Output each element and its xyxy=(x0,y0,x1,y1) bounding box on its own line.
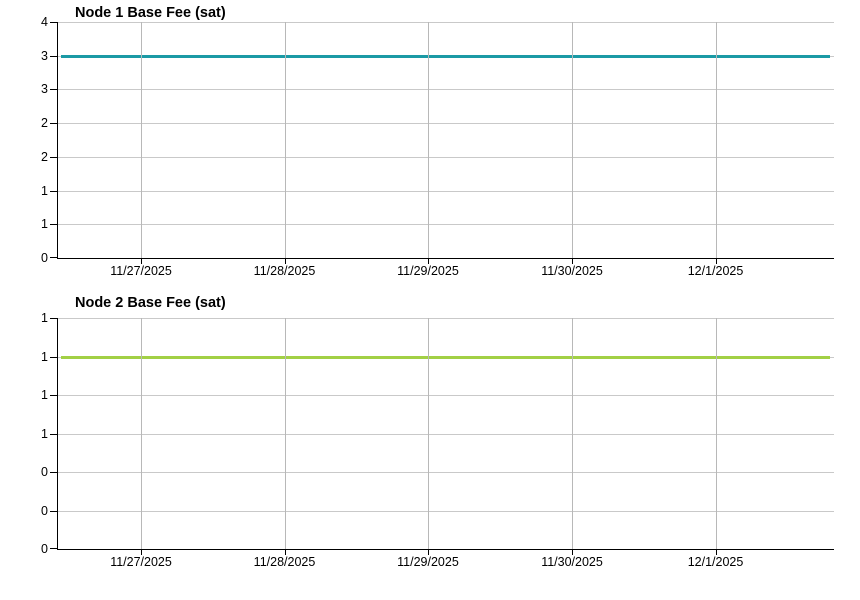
x-tick-mark xyxy=(715,549,717,555)
y-gridline xyxy=(58,157,834,158)
y-tick-label: 0 xyxy=(41,504,48,518)
chart-title: Node 1 Base Fee (sat) xyxy=(75,5,226,21)
y-tick-mark xyxy=(50,123,58,124)
x-tick-mark xyxy=(572,258,574,264)
y-tick-mark xyxy=(50,511,58,512)
x-gridline xyxy=(427,318,429,549)
x-tick-label: 11/29/2025 xyxy=(397,555,459,569)
x-tick-mark xyxy=(141,549,143,555)
x-gridline xyxy=(572,22,574,258)
x-gridline xyxy=(427,22,429,258)
y-tick-mark xyxy=(50,224,58,225)
y-tick-label: 1 xyxy=(41,311,48,325)
x-gridline xyxy=(715,318,717,549)
y-tick-mark xyxy=(50,318,58,319)
x-tick-label: 11/30/2025 xyxy=(541,264,603,278)
y-gridline xyxy=(58,123,834,124)
x-tick-label: 11/27/2025 xyxy=(110,264,172,278)
y-gridline xyxy=(58,191,834,192)
series-line xyxy=(61,55,830,58)
series-line xyxy=(61,356,830,359)
x-gridline xyxy=(284,318,286,549)
y-tick-mark xyxy=(50,22,58,23)
y-gridline xyxy=(58,395,834,396)
x-tick-label: 11/27/2025 xyxy=(110,555,172,569)
y-gridline xyxy=(58,22,834,23)
y-tick-label: 0 xyxy=(41,251,48,265)
plot-area: 1 1 1 1 0 0 0 11/27/2025 11/28/2025 11/29/2025 11/… xyxy=(41,311,834,569)
x-tick-mark xyxy=(141,258,143,264)
y-tick-label: 4 xyxy=(41,15,48,29)
y-tick-mark xyxy=(50,89,58,90)
y-gridline xyxy=(58,434,834,435)
x-tick-mark xyxy=(427,258,429,264)
y-tick-label: 0 xyxy=(41,465,48,479)
y-tick-label: 2 xyxy=(41,116,48,130)
y-tick-mark xyxy=(50,257,58,258)
x-tick-label: 12/1/2025 xyxy=(687,264,744,278)
y-gridline xyxy=(58,472,834,473)
x-tick-label: 12/1/2025 xyxy=(687,555,744,569)
y-tick-label: 0 xyxy=(41,542,48,556)
y-tick-label: 3 xyxy=(41,82,48,96)
x-gridline xyxy=(572,318,574,549)
y-gridline xyxy=(58,511,834,512)
x-tick-mark xyxy=(427,549,429,555)
y-gridline xyxy=(58,224,834,225)
x-gridline xyxy=(141,318,143,549)
x-tick-label: 11/30/2025 xyxy=(541,555,603,569)
x-tick-mark xyxy=(284,258,286,264)
y-tick-mark xyxy=(50,395,58,396)
y-tick-mark xyxy=(50,56,58,57)
y-tick-label: 1 xyxy=(41,217,48,231)
plot-area: 4 3 3 2 2 1 1 0 11/27/2025 11/28/2025 11/29/2025 11… xyxy=(41,15,834,278)
x-tick-mark xyxy=(284,549,286,555)
y-tick-label: 2 xyxy=(41,150,48,164)
chart-title: Node 2 Base Fee (sat) xyxy=(75,295,226,311)
y-tick-label: 1 xyxy=(41,388,48,402)
y-tick-label: 1 xyxy=(41,184,48,198)
y-tick-label: 3 xyxy=(41,49,48,63)
x-gridline xyxy=(141,22,143,258)
y-tick-mark xyxy=(50,157,58,158)
node2-base-fee-chart: Node 2 Base Fee (sat) 1 1 1 1 0 0 0 11/27/2025 1… xyxy=(0,290,860,580)
x-gridline xyxy=(284,22,286,258)
y-tick-mark xyxy=(50,357,58,358)
y-tick-mark xyxy=(50,434,58,435)
x-tick-mark xyxy=(715,258,717,264)
y-tick-label: 1 xyxy=(41,350,48,364)
x-gridline xyxy=(715,22,717,258)
y-tick-label: 1 xyxy=(41,427,48,441)
y-tick-mark xyxy=(50,548,58,549)
x-tick-label: 11/29/2025 xyxy=(397,264,459,278)
y-tick-mark xyxy=(50,191,58,192)
x-tick-mark xyxy=(572,549,574,555)
y-tick-mark xyxy=(50,472,58,473)
y-gridline xyxy=(58,89,834,90)
node1-base-fee-chart: Node 1 Base Fee (sat) 4 3 3 2 2 1 1 0 11/27/2025… xyxy=(0,0,860,290)
x-tick-label: 11/28/2025 xyxy=(253,264,316,278)
y-gridline xyxy=(58,318,834,319)
x-tick-label: 11/28/2025 xyxy=(253,555,316,569)
